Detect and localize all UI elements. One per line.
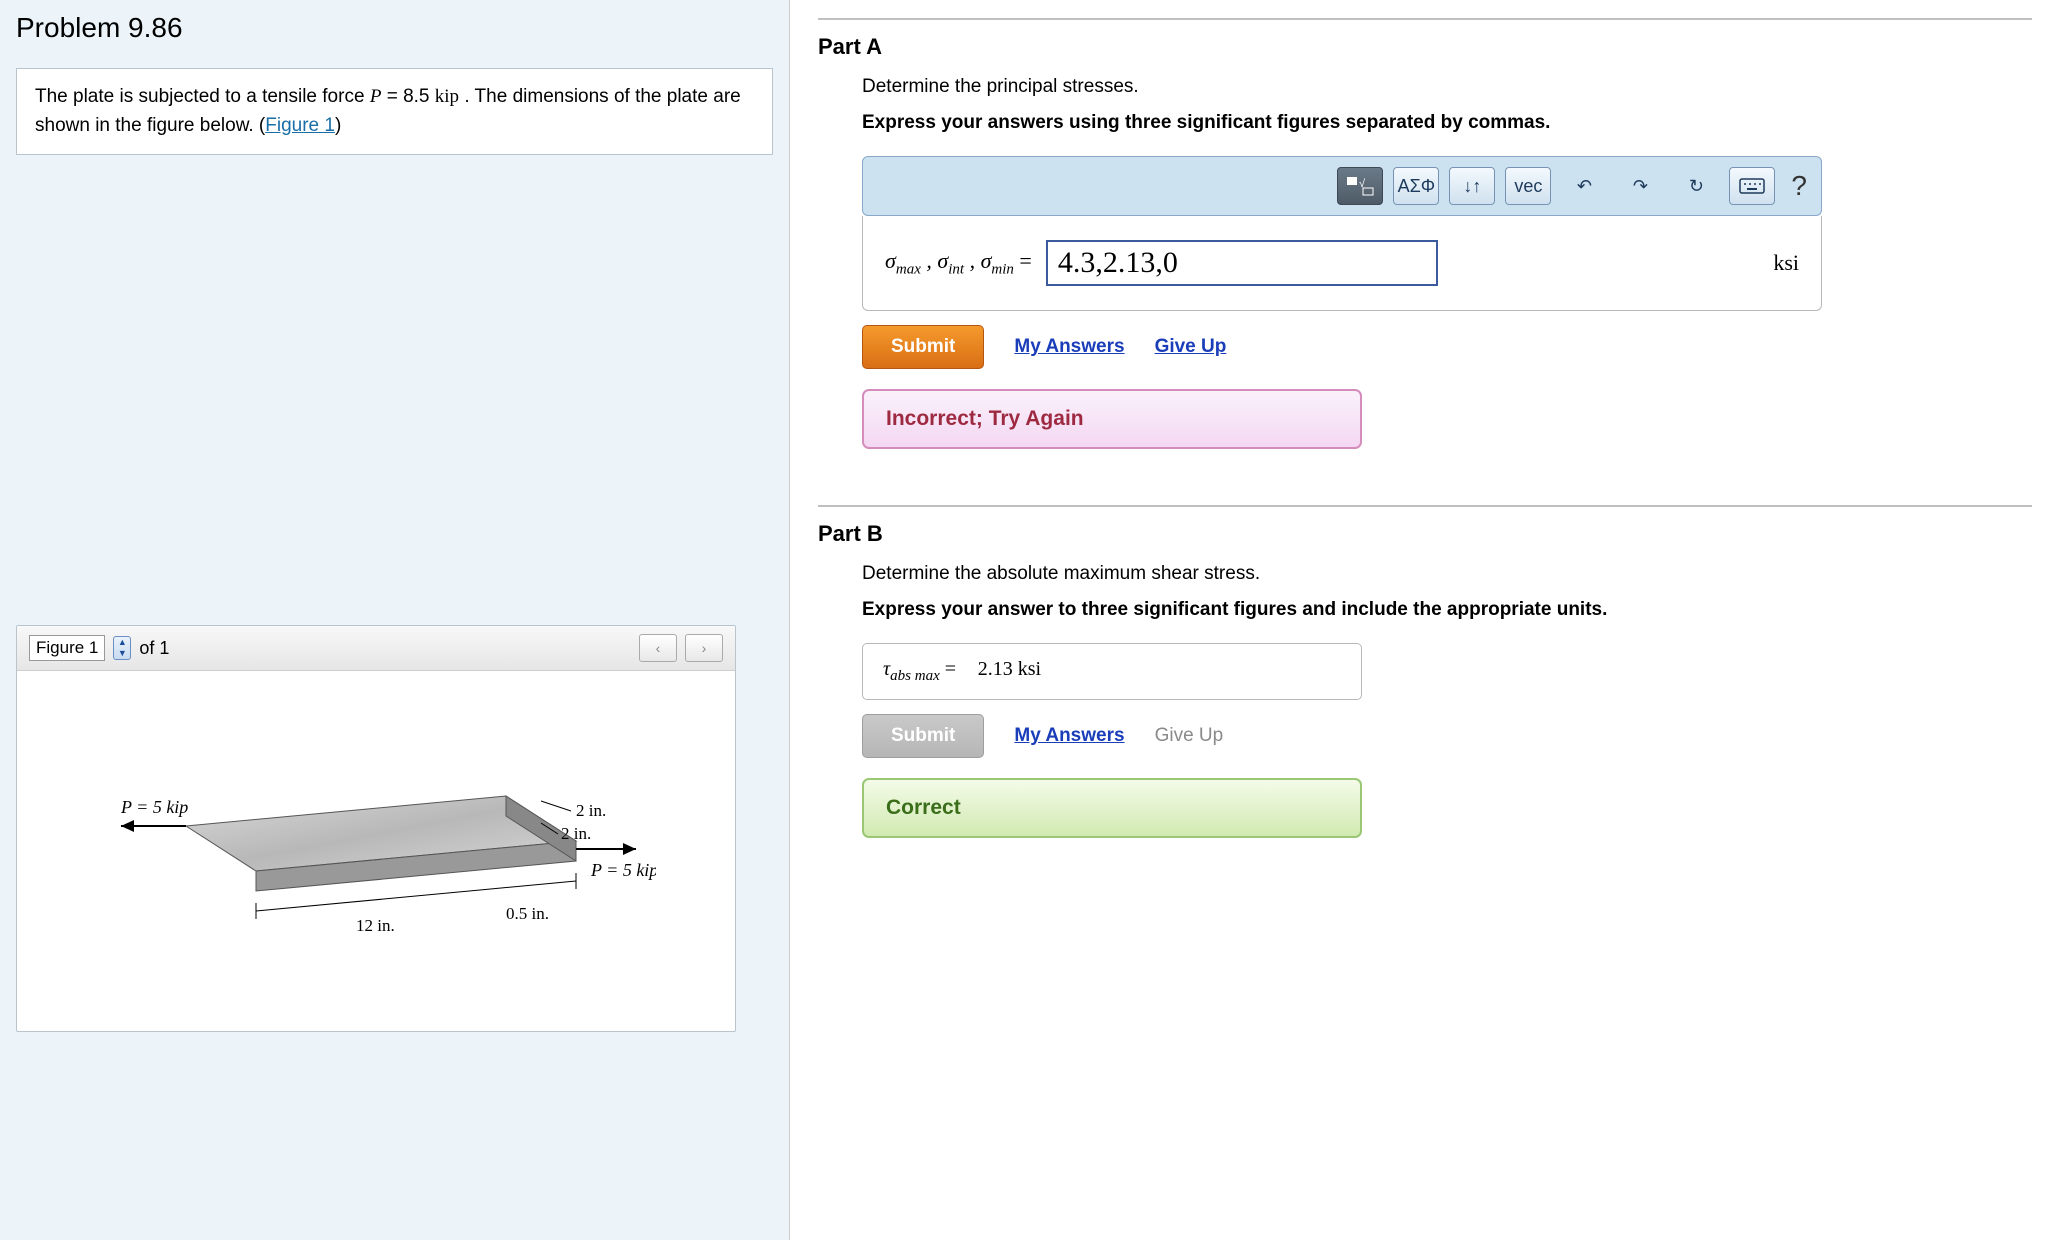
figure-selector[interactable]: Figure 1 (29, 635, 105, 661)
figure-header: Figure 1 ▲▼ of 1 ‹ › (17, 626, 735, 671)
greek-button[interactable]: ΑΣΦ (1393, 167, 1439, 205)
part-b-title: Part B (818, 521, 2032, 547)
part-a-label: σmax , σint , σmin = (885, 248, 1032, 278)
part-a-unit: ksi (1773, 250, 1799, 276)
part-b-block: Determine the absolute maximum shear str… (862, 563, 1962, 838)
figure-panel: Figure 1 ▲▼ of 1 ‹ › (16, 625, 736, 1032)
undo-icon[interactable]: ↶ (1561, 167, 1607, 205)
force-eq: = 8.5 (381, 86, 434, 107)
keyboard-icon[interactable] (1729, 167, 1775, 205)
part-b-my-answers-link[interactable]: My Answers (1014, 725, 1124, 747)
part-b-value: 2.13 ksi (978, 658, 1041, 680)
divider-mid (818, 505, 2032, 507)
part-a-submit-button[interactable]: Submit (862, 325, 984, 369)
part-b-answer-box: τabs max = 2.13 ksi (862, 643, 1362, 700)
left-panel: Problem 9.86 The plate is subjected to a… (0, 0, 790, 1240)
problem-title: Problem 9.86 (16, 12, 773, 44)
redo-icon[interactable]: ↷ (1617, 167, 1663, 205)
force-unit: kip (435, 86, 459, 107)
part-a-give-up-link[interactable]: Give Up (1155, 336, 1227, 358)
equation-toolbox: √ ΑΣΦ ↓↑ vec ↶ ↷ ↻ ? (862, 156, 1822, 216)
problem-statement: The plate is subjected to a tensile forc… (16, 68, 773, 155)
figure-prev-button[interactable]: ‹ (639, 634, 677, 662)
plate-diagram: P = 5 kip P = 5 kip 12 in. 0.5 in. 2 in.… (96, 741, 656, 961)
label-h1: 2 in. (576, 801, 606, 820)
part-a-instruction: Determine the principal stresses. (862, 76, 1962, 98)
divider-top (818, 18, 2032, 20)
problem-text-1: The plate is subjected to a tensile forc… (35, 86, 370, 107)
figure-body: P = 5 kip P = 5 kip 12 in. 0.5 in. 2 in.… (17, 671, 735, 1031)
templates-icon[interactable]: √ (1337, 167, 1383, 205)
part-a-bold: Express your answers using three signifi… (862, 112, 1962, 134)
vec-button[interactable]: vec (1505, 167, 1551, 205)
part-b-feedback: Correct (862, 778, 1362, 838)
label-thick: 0.5 in. (506, 904, 549, 923)
problem-text-3: ) (335, 115, 341, 136)
part-b-label: τabs max = (883, 658, 961, 680)
figure-count: of 1 (139, 638, 169, 659)
part-a-input[interactable] (1046, 240, 1438, 286)
label-width: 12 in. (356, 916, 395, 935)
force-variable: P (370, 86, 382, 107)
figure-link[interactable]: Figure 1 (265, 115, 335, 136)
part-b-give-up-link: Give Up (1155, 725, 1224, 747)
right-panel: Part A Determine the principal stresses.… (790, 0, 2056, 1240)
part-b-submit-row: Submit My Answers Give Up (862, 714, 1962, 758)
label-p-right: P = 5 kip (590, 860, 656, 880)
subscript-button[interactable]: ↓↑ (1449, 167, 1495, 205)
label-h2: 2 in. (561, 824, 591, 843)
part-a-block: Determine the principal stresses. Expres… (862, 76, 1962, 449)
part-b-submit-button: Submit (862, 714, 984, 758)
figure-next-button[interactable]: › (685, 634, 723, 662)
part-a-title: Part A (818, 34, 2032, 60)
part-b-bold: Express your answer to three significant… (862, 599, 1962, 621)
help-icon[interactable]: ? (1791, 170, 1807, 202)
label-p-left: P = 5 kip (120, 797, 188, 817)
figure-stepper[interactable]: ▲▼ (113, 636, 131, 660)
reset-icon[interactable]: ↻ (1673, 167, 1719, 205)
part-a-answer-row: σmax , σint , σmin = ksi (862, 216, 1822, 311)
part-a-submit-row: Submit My Answers Give Up (862, 325, 1962, 369)
part-a-feedback: Incorrect; Try Again (862, 389, 1362, 449)
part-a-my-answers-link[interactable]: My Answers (1014, 336, 1124, 358)
part-b-instruction: Determine the absolute maximum shear str… (862, 563, 1962, 585)
